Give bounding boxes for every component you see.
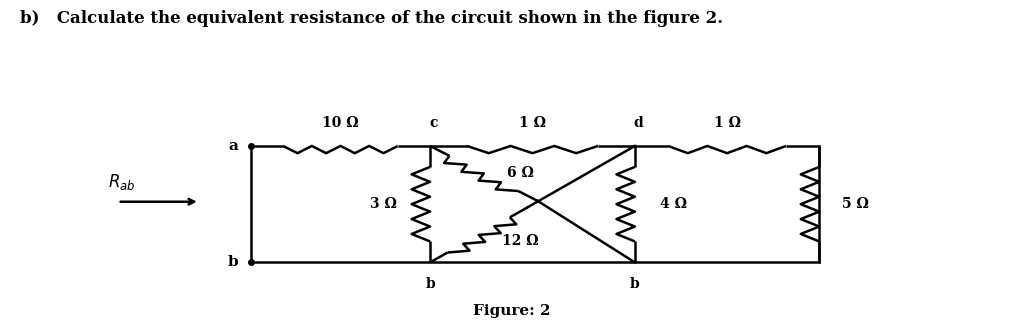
Text: 6 Ω: 6 Ω: [507, 166, 534, 180]
Text: Figure: 2: Figure: 2: [473, 304, 551, 318]
Text: 1 Ω: 1 Ω: [714, 116, 740, 130]
Text: d: d: [633, 116, 643, 130]
Text: b: b: [228, 256, 239, 269]
Text: 5 Ω: 5 Ω: [842, 197, 868, 211]
Text: 4 Ω: 4 Ω: [660, 197, 687, 211]
Text: b)   Calculate the equivalent resistance of the circuit shown in the figure 2.: b) Calculate the equivalent resistance o…: [20, 10, 724, 27]
Text: c: c: [429, 116, 437, 130]
Text: b: b: [630, 277, 640, 291]
Text: 1 Ω: 1 Ω: [519, 116, 546, 130]
Text: 10 Ω: 10 Ω: [323, 116, 358, 130]
Text: a: a: [228, 139, 239, 153]
Text: 12 Ω: 12 Ω: [502, 235, 539, 249]
Text: b: b: [425, 277, 435, 291]
Text: 3 Ω: 3 Ω: [371, 197, 397, 211]
Text: $R_{ab}$: $R_{ab}$: [108, 172, 135, 192]
